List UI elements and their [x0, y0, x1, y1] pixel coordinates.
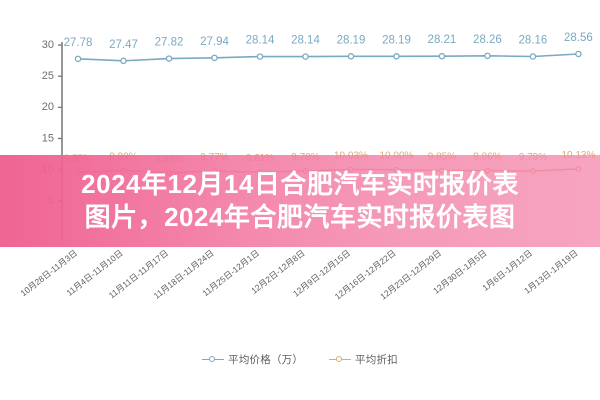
data-point-marker[interactable]	[211, 54, 218, 62]
legend-item-average-discount[interactable]: 平均折扣	[329, 352, 398, 367]
y-axis-tick-label: 30	[42, 39, 54, 51]
series-line-price	[77, 53, 579, 62]
x-axis-tick-labels: 10月28日-11月3日11月4日-11月10日11月11日-11月17日11月…	[18, 248, 579, 302]
data-point-marker[interactable]	[438, 52, 446, 60]
data-point-marker[interactable]	[165, 55, 173, 62]
data-point-marker[interactable]	[575, 50, 582, 58]
data-point-label: 27.94	[200, 36, 229, 48]
data-point-marker[interactable]	[74, 55, 82, 63]
data-point-label: 28.56	[564, 32, 593, 44]
data-point-marker[interactable]	[484, 52, 491, 60]
data-point-label: 28.21	[428, 34, 457, 46]
legend-marker-icon-discount	[329, 355, 352, 365]
legend-label-average-discount: 平均折扣	[355, 354, 398, 366]
data-point-marker[interactable]	[256, 53, 264, 60]
data-point-label: 27.78	[64, 37, 93, 49]
data-point-label: 28.14	[246, 35, 275, 47]
data-point-marker[interactable]	[529, 53, 537, 60]
chart-series: 27.78 27.47 27.82 27.94 28.14 28.14 28.19 28.19…	[64, 32, 595, 176]
data-point-label: 28.26	[473, 34, 502, 46]
data-point-label: 28.19	[382, 34, 411, 46]
data-point-label: 28.16	[519, 34, 548, 46]
overlay-title-line-2: 图片，2024年合肥汽车实时报价表图	[84, 202, 516, 232]
data-point-marker[interactable]	[302, 53, 309, 60]
overlay-title-banner: 2024年12月14日合肥汽车实时报价表 图片，2024年合肥汽车实时报价表图	[0, 155, 600, 247]
data-point-label: 27.47	[109, 39, 138, 51]
overlay-title-line-1: 2024年12月14日合肥汽车实时报价表	[81, 168, 519, 199]
data-point-label: 28.19	[337, 34, 366, 46]
chart-legend: 平均价格（万） 平均折扣	[0, 352, 600, 367]
legend-item-average-price[interactable]: 平均价格（万）	[202, 352, 303, 367]
data-point-label: 27.82	[155, 37, 184, 49]
data-point-marker[interactable]	[347, 53, 355, 60]
y-axis-tick-label: 25	[42, 70, 54, 82]
y-axis-tick-label: 20	[42, 101, 54, 113]
y-axis-tick-label: 15	[42, 132, 54, 144]
legend-label-average-price: 平均价格（万）	[228, 354, 304, 366]
legend-marker-icon-price	[202, 355, 225, 365]
data-point-marker[interactable]	[393, 53, 400, 60]
data-point-marker[interactable]	[120, 57, 127, 65]
data-point-label: 28.14	[291, 35, 320, 47]
